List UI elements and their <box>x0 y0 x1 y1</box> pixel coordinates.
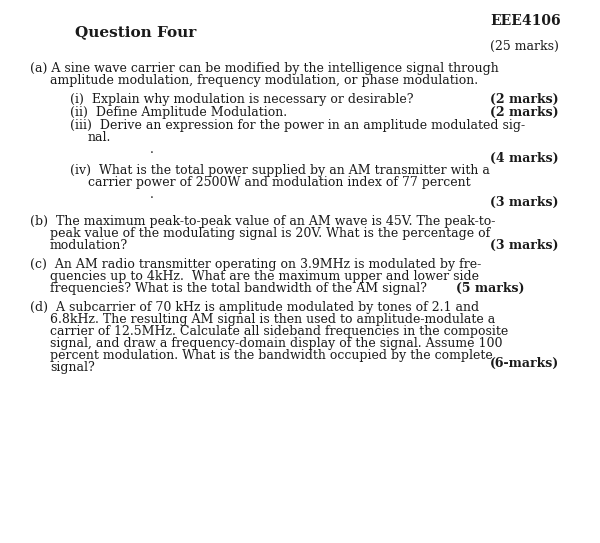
Text: carrier of 12.5MHz. Calculate all sideband frequencies in the composite: carrier of 12.5MHz. Calculate all sideba… <box>50 325 508 338</box>
Text: .: . <box>150 143 154 156</box>
Text: (i)  Explain why modulation is necessary or desirable?: (i) Explain why modulation is necessary … <box>70 93 413 106</box>
Text: EEE4106: EEE4106 <box>490 14 560 28</box>
Text: (25 marks): (25 marks) <box>490 40 559 53</box>
Text: (2 marks): (2 marks) <box>490 106 559 119</box>
Text: .: . <box>150 188 154 201</box>
Text: amplitude modulation, frequency modulation, or phase modulation.: amplitude modulation, frequency modulati… <box>50 74 478 87</box>
Text: signal?: signal? <box>50 361 95 374</box>
Text: (b)  The maximum peak-to-peak value of an AM wave is 45V. The peak-to-: (b) The maximum peak-to-peak value of an… <box>30 215 496 228</box>
Text: quencies up to 4kHz.  What are the maximum upper and lower side: quencies up to 4kHz. What are the maximu… <box>50 270 479 283</box>
Text: (iv)  What is the total power supplied by an AM transmitter with a: (iv) What is the total power supplied by… <box>70 164 490 177</box>
Text: (2 marks): (2 marks) <box>490 93 559 106</box>
Text: carrier power of 2500W and modulation index of 77 percent: carrier power of 2500W and modulation in… <box>88 176 470 189</box>
Text: modulation?: modulation? <box>50 239 128 252</box>
Text: (c)  An AM radio transmitter operating on 3.9MHz is modulated by fre-: (c) An AM radio transmitter operating on… <box>30 258 481 271</box>
Text: (iii)  Derive an expression for the power in an amplitude modulated sig-: (iii) Derive an expression for the power… <box>70 119 525 132</box>
Text: nal.: nal. <box>88 131 112 144</box>
Text: percent modulation. What is the bandwidth occupied by the complete: percent modulation. What is the bandwidt… <box>50 349 493 362</box>
Text: (6-marks): (6-marks) <box>490 357 559 370</box>
Text: (a) A sine wave carrier can be modified by the intelligence signal through: (a) A sine wave carrier can be modified … <box>30 62 499 75</box>
Text: (3 marks): (3 marks) <box>490 196 559 209</box>
Text: (d)  A subcarrier of 70 kHz is amplitude modulated by tones of 2.1 and: (d) A subcarrier of 70 kHz is amplitude … <box>30 301 479 314</box>
Text: peak value of the modulating signal is 20V. What is the percentage of: peak value of the modulating signal is 2… <box>50 227 490 240</box>
Text: Question Four: Question Four <box>75 25 196 39</box>
Text: (5 marks): (5 marks) <box>456 282 524 295</box>
Text: (4 marks): (4 marks) <box>490 152 559 165</box>
Text: signal, and draw a frequency-domain display of the signal. Assume 100: signal, and draw a frequency-domain disp… <box>50 337 503 350</box>
Text: 6.8kHz. The resulting AM signal is then used to amplitude-modulate a: 6.8kHz. The resulting AM signal is then … <box>50 313 495 326</box>
Text: frequencies? What is the total bandwidth of the AM signal?: frequencies? What is the total bandwidth… <box>50 282 427 295</box>
Text: (3 marks): (3 marks) <box>490 239 559 252</box>
Text: (ii)  Define Amplitude Modulation.: (ii) Define Amplitude Modulation. <box>70 106 287 119</box>
